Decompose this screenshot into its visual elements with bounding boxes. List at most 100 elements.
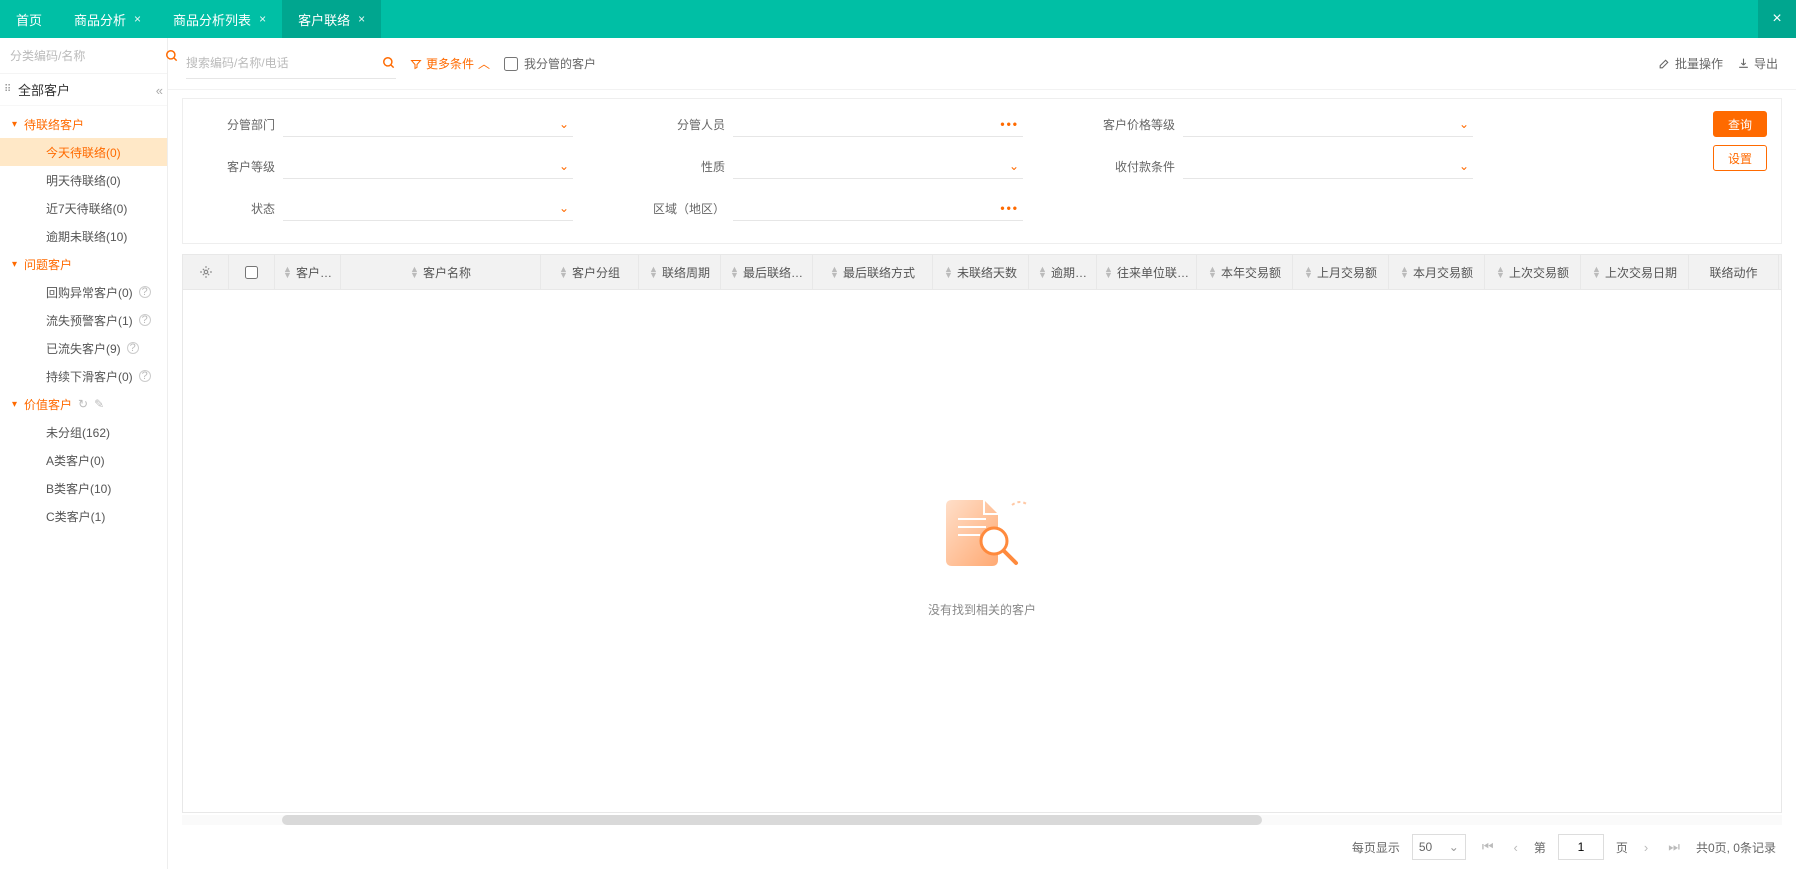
- table-column-header[interactable]: ▲▼上次交易额: [1485, 255, 1581, 289]
- table-column-header[interactable]: ▲▼上次交易日期: [1581, 255, 1689, 289]
- filter-input[interactable]: ⌄: [1183, 153, 1473, 179]
- sidebar-item-declining[interactable]: 持续下滑客户(0)?: [0, 362, 167, 390]
- help-icon[interactable]: ?: [139, 314, 151, 326]
- scrollbar-thumb[interactable]: [282, 815, 1262, 825]
- table-column-header[interactable]: ▲▼未联络天数: [933, 255, 1029, 289]
- sidebar-item-class-c[interactable]: C类客户(1): [0, 502, 167, 530]
- sidebar-item-class-a[interactable]: A类客户(0): [0, 446, 167, 474]
- sidebar-item-tomorrow[interactable]: 明天待联络(0): [0, 166, 167, 194]
- sidebar-group-pending[interactable]: ▾待联络客户: [0, 110, 167, 138]
- table-column-header[interactable]: ▲▼客户…: [275, 255, 341, 289]
- first-page-button[interactable]: ⏮: [1478, 839, 1498, 855]
- batch-action-button[interactable]: 批量操作: [1658, 55, 1723, 72]
- ellipsis-icon[interactable]: •••: [1000, 201, 1019, 215]
- tab-product-analysis[interactable]: 商品分析×: [58, 0, 157, 38]
- help-icon[interactable]: ?: [139, 286, 151, 298]
- tab-home[interactable]: 首页: [0, 0, 58, 38]
- toolbar: 更多条件 ︿ 我分管的客户 批量操作 导出: [168, 38, 1796, 90]
- sort-icon[interactable]: ▲▼: [1304, 266, 1313, 278]
- sort-icon[interactable]: ▲▼: [283, 266, 292, 278]
- close-icon[interactable]: ×: [134, 12, 141, 26]
- filter-input[interactable]: ⌄: [283, 111, 573, 137]
- filter-input[interactable]: ⌄: [733, 153, 1023, 179]
- sort-icon[interactable]: ▲▼: [649, 266, 658, 278]
- sidebar-item-ungrouped[interactable]: 未分组(162): [0, 418, 167, 446]
- table-column-header[interactable]: ▲▼逾期…: [1029, 255, 1097, 289]
- sidebar-item-repurchase-abnormal[interactable]: 回购异常客户(0)?: [0, 278, 167, 306]
- help-icon[interactable]: ?: [139, 370, 151, 382]
- sort-icon[interactable]: ▲▼: [1038, 266, 1047, 278]
- select-all-checkbox[interactable]: [245, 266, 258, 279]
- chevron-down-icon[interactable]: ⌄: [559, 201, 569, 215]
- chevron-down-icon[interactable]: ⌄: [559, 117, 569, 131]
- table-column-header[interactable]: ▲▼往来单位联…: [1097, 255, 1197, 289]
- sidebar-group-problem[interactable]: ▾问题客户: [0, 250, 167, 278]
- sort-icon[interactable]: ▲▼: [1592, 266, 1601, 278]
- last-page-button[interactable]: ⏭: [1664, 839, 1684, 855]
- chevron-down-icon[interactable]: ⌄: [1459, 159, 1469, 173]
- sort-icon[interactable]: ▲▼: [944, 266, 953, 278]
- more-conditions-toggle[interactable]: 更多条件 ︿: [410, 55, 490, 72]
- table-column-header[interactable]: ▲▼本月交易额: [1389, 255, 1485, 289]
- sidebar-item-churn-warning[interactable]: 流失预警客户(1)?: [0, 306, 167, 334]
- sidebar-search-input[interactable]: [10, 49, 165, 63]
- table-column-header[interactable]: ▲▼客户分组: [541, 255, 639, 289]
- sort-icon[interactable]: ▲▼: [410, 266, 419, 278]
- edit-icon[interactable]: ✎: [94, 397, 104, 411]
- sort-icon[interactable]: ▲▼: [1496, 266, 1505, 278]
- refresh-icon[interactable]: ↻: [78, 397, 88, 411]
- chevron-down-icon[interactable]: ⌄: [559, 159, 569, 173]
- table-column-header[interactable]: ▲▼客户名称: [341, 255, 541, 289]
- query-button[interactable]: 查询: [1713, 111, 1767, 137]
- page-input[interactable]: [1558, 834, 1604, 860]
- horizontal-scrollbar[interactable]: [182, 815, 1782, 825]
- sort-icon[interactable]: ▲▼: [730, 266, 739, 278]
- toolbar-search-input[interactable]: [186, 56, 382, 70]
- ellipsis-icon[interactable]: •••: [1000, 117, 1019, 131]
- search-icon[interactable]: [165, 49, 179, 63]
- filter-input[interactable]: ⌄: [283, 195, 573, 221]
- sort-icon[interactable]: ▲▼: [559, 266, 568, 278]
- sort-icon[interactable]: ▲▼: [1400, 266, 1409, 278]
- sort-icon[interactable]: ▲▼: [830, 266, 839, 278]
- sidebar-group-value[interactable]: ▾价值客户↻✎: [0, 390, 167, 418]
- sidebar-item-today[interactable]: 今天待联络(0): [0, 138, 167, 166]
- prev-page-button[interactable]: ‹: [1510, 840, 1522, 855]
- my-customers-checkbox[interactable]: 我分管的客户: [504, 55, 596, 72]
- select-all-column[interactable]: [229, 255, 275, 289]
- sidebar-item-class-b[interactable]: B类客户(10): [0, 474, 167, 502]
- export-button[interactable]: 导出: [1737, 55, 1778, 72]
- filter-input[interactable]: •••: [733, 195, 1023, 221]
- sidebar-item-7days[interactable]: 近7天待联络(0): [0, 194, 167, 222]
- table-column-header[interactable]: 联络动作: [1689, 255, 1779, 289]
- chevron-down-icon[interactable]: ⌄: [1459, 117, 1469, 131]
- sidebar-item-overdue[interactable]: 逾期未联络(10): [0, 222, 167, 250]
- filter-input[interactable]: ⌄: [283, 153, 573, 179]
- close-icon[interactable]: ×: [358, 12, 365, 26]
- sidebar-all-customers[interactable]: ⠿ 全部客户 «: [0, 74, 167, 106]
- filter-input[interactable]: •••: [733, 111, 1023, 137]
- tab-customer-contact[interactable]: 客户联络×: [282, 0, 381, 38]
- sort-icon[interactable]: ▲▼: [1104, 266, 1113, 278]
- checkbox-input[interactable]: [504, 57, 518, 71]
- filter-input[interactable]: ⌄: [1183, 111, 1473, 137]
- tab-product-analysis-list[interactable]: 商品分析列表×: [157, 0, 282, 38]
- chevron-down-icon[interactable]: ⌄: [1009, 159, 1019, 173]
- sort-icon[interactable]: ▲▼: [1208, 266, 1217, 278]
- next-page-button[interactable]: ›: [1640, 840, 1652, 855]
- table-column-header[interactable]: ▲▼联络周期: [639, 255, 721, 289]
- table-column-header[interactable]: ▲▼最后联络方式: [813, 255, 933, 289]
- table-column-header[interactable]: ▲▼最后联络…: [721, 255, 813, 289]
- table-column-header[interactable]: ▲▼上月交易额: [1293, 255, 1389, 289]
- column-settings-button[interactable]: [183, 255, 229, 289]
- settings-button[interactable]: 设置: [1713, 145, 1767, 171]
- search-icon[interactable]: [382, 56, 396, 70]
- table-column-header[interactable]: ▲▼本年交易额: [1197, 255, 1293, 289]
- help-icon[interactable]: ?: [127, 342, 139, 354]
- collapse-icon[interactable]: «: [156, 74, 163, 106]
- sidebar-item-churned[interactable]: 已流失客户(9)?: [0, 334, 167, 362]
- tabbar-close-button[interactable]: ×: [1758, 0, 1796, 38]
- close-icon[interactable]: ×: [259, 12, 266, 26]
- table-header: ▲▼客户…▲▼客户名称▲▼客户分组▲▼联络周期▲▼最后联络…▲▼最后联络方式▲▼…: [182, 254, 1782, 290]
- per-page-select[interactable]: 50⌄: [1412, 834, 1466, 860]
